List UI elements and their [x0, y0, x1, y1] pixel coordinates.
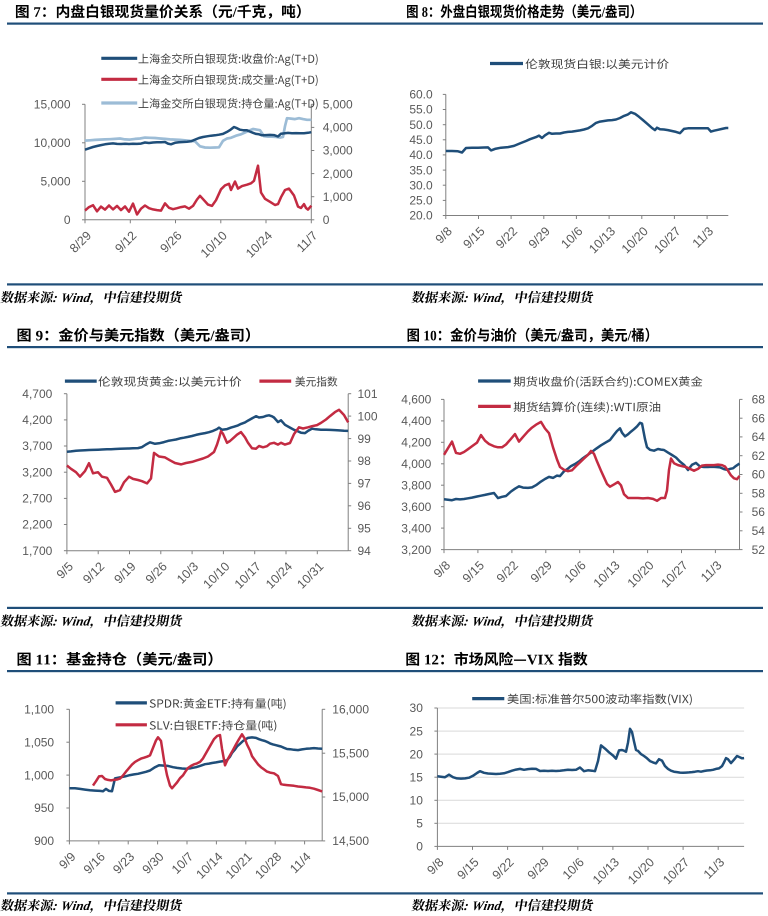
svg-text:16,000: 16,000	[332, 703, 369, 717]
svg-text:15: 15	[410, 770, 424, 784]
svg-text:1,100: 1,100	[24, 703, 54, 717]
svg-text:62: 62	[752, 449, 766, 463]
svg-text:54: 54	[752, 524, 766, 538]
svg-text:98: 98	[358, 454, 372, 468]
svg-text:45.0: 45.0	[409, 133, 433, 147]
svg-text:56: 56	[752, 505, 766, 519]
svg-text:2,700: 2,700	[22, 492, 52, 506]
svg-text:94: 94	[358, 544, 372, 558]
svg-text:2,200: 2,200	[22, 518, 52, 532]
svg-text:100: 100	[358, 409, 378, 423]
svg-text:0: 0	[64, 213, 71, 227]
svg-text:52: 52	[752, 543, 766, 557]
svg-text:1,000: 1,000	[323, 190, 353, 204]
svg-text:60: 60	[752, 468, 766, 482]
svg-text:25.0: 25.0	[409, 194, 433, 208]
svg-text:3,200: 3,200	[22, 465, 52, 479]
svg-text:900: 900	[34, 834, 54, 848]
svg-text:0: 0	[323, 213, 330, 227]
svg-text:68: 68	[752, 393, 766, 407]
svg-text:1,000: 1,000	[24, 768, 54, 782]
svg-text:4,700: 4,700	[22, 387, 52, 401]
svg-text:950: 950	[34, 801, 54, 815]
svg-text:3,600: 3,600	[401, 500, 431, 514]
svg-text:5,000: 5,000	[323, 98, 353, 112]
svg-text:4,000: 4,000	[323, 121, 353, 135]
svg-text:58: 58	[752, 487, 766, 501]
svg-text:5: 5	[416, 817, 423, 831]
svg-text:0: 0	[416, 840, 423, 854]
svg-text:20: 20	[410, 747, 424, 761]
svg-text:2,000: 2,000	[323, 167, 353, 181]
svg-text:15,500: 15,500	[332, 746, 369, 760]
svg-text:20.0: 20.0	[409, 209, 433, 223]
svg-text:30: 30	[410, 701, 424, 715]
svg-text:4,600: 4,600	[401, 393, 431, 407]
svg-text:3,400: 3,400	[401, 521, 431, 535]
svg-text:95: 95	[358, 522, 372, 536]
svg-text:25: 25	[410, 724, 424, 738]
svg-text:4,000: 4,000	[401, 457, 431, 471]
svg-text:3,000: 3,000	[323, 144, 353, 158]
svg-text:55.0: 55.0	[409, 103, 433, 117]
svg-text:14,500: 14,500	[332, 834, 369, 848]
svg-text:1,050: 1,050	[24, 735, 54, 749]
svg-text:5,000: 5,000	[40, 175, 70, 189]
svg-text:10: 10	[410, 794, 424, 808]
svg-text:4,200: 4,200	[22, 413, 52, 427]
svg-text:60.0: 60.0	[409, 88, 433, 102]
svg-text:1,700: 1,700	[22, 544, 52, 558]
svg-text:3,700: 3,700	[22, 439, 52, 453]
svg-text:97: 97	[358, 477, 372, 491]
svg-text:66: 66	[752, 411, 766, 425]
svg-text:3,200: 3,200	[401, 543, 431, 557]
svg-text:101: 101	[358, 387, 378, 401]
svg-text:50.0: 50.0	[409, 118, 433, 132]
svg-text:4,400: 4,400	[401, 414, 431, 428]
svg-text:40.0: 40.0	[409, 148, 433, 162]
svg-text:30.0: 30.0	[409, 178, 433, 192]
svg-text:3,800: 3,800	[401, 478, 431, 492]
svg-text:15,000: 15,000	[332, 790, 369, 804]
svg-text:15,000: 15,000	[34, 98, 71, 112]
svg-text:4,200: 4,200	[401, 436, 431, 450]
svg-text:64: 64	[752, 430, 766, 444]
svg-text:96: 96	[358, 499, 372, 513]
svg-text:10,000: 10,000	[34, 136, 71, 150]
svg-text:99: 99	[358, 432, 372, 446]
svg-text:35.0: 35.0	[409, 163, 433, 177]
